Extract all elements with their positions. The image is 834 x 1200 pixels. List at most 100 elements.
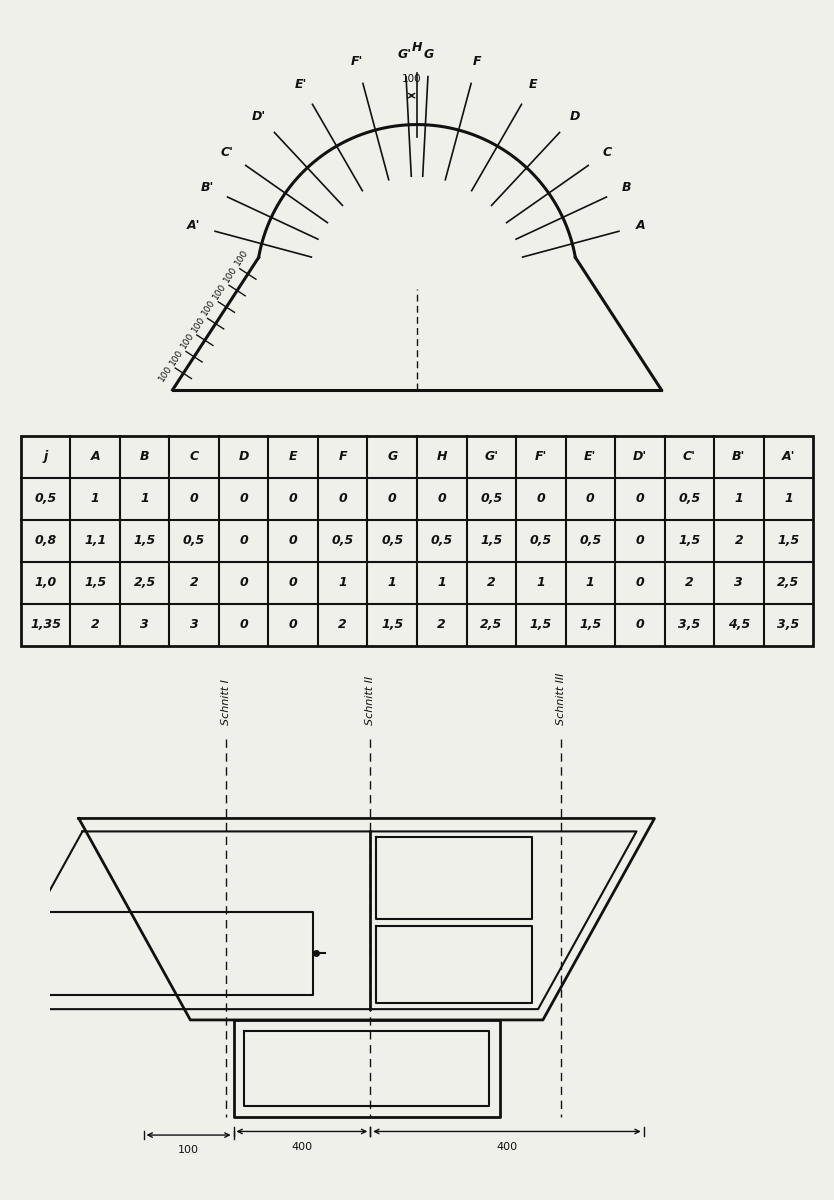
Text: 2: 2	[685, 576, 694, 589]
Text: 100: 100	[168, 348, 185, 367]
Text: 2: 2	[339, 618, 347, 631]
Text: 0,8: 0,8	[34, 534, 57, 547]
Text: F': F'	[535, 450, 547, 463]
Text: 100: 100	[402, 74, 421, 84]
Text: C': C'	[683, 450, 696, 463]
Text: 0: 0	[388, 492, 397, 505]
Text: 2: 2	[437, 618, 446, 631]
Text: 1,5: 1,5	[579, 618, 601, 631]
Text: 1,5: 1,5	[381, 618, 404, 631]
Text: F: F	[339, 450, 347, 463]
Text: F: F	[473, 55, 481, 68]
Text: 1,1: 1,1	[84, 534, 106, 547]
Text: 100: 100	[200, 298, 218, 317]
Text: 0: 0	[636, 618, 644, 631]
Text: 1,5: 1,5	[133, 534, 156, 547]
Text: 0,5: 0,5	[381, 534, 404, 547]
Text: 1,5: 1,5	[678, 534, 701, 547]
Text: 0: 0	[289, 492, 298, 505]
Text: 100: 100	[222, 265, 239, 284]
Text: 2: 2	[735, 534, 743, 547]
Text: 0: 0	[289, 534, 298, 547]
Text: 3,5: 3,5	[678, 618, 701, 631]
Text: 1,5: 1,5	[777, 534, 800, 547]
Text: 2,5: 2,5	[777, 576, 800, 589]
Text: B: B	[140, 450, 149, 463]
Text: B': B'	[732, 450, 746, 463]
Text: 400: 400	[496, 1141, 518, 1152]
Text: H: H	[412, 41, 422, 54]
Text: 0,5: 0,5	[430, 534, 453, 547]
Text: E': E'	[584, 450, 596, 463]
Text: 100: 100	[233, 248, 249, 268]
Text: 400: 400	[291, 1141, 313, 1152]
Text: 1,5: 1,5	[480, 534, 502, 547]
Text: j: j	[43, 450, 48, 463]
Text: 0: 0	[339, 492, 347, 505]
Text: 2: 2	[487, 576, 495, 589]
Text: A: A	[90, 450, 100, 463]
Text: 1: 1	[140, 492, 149, 505]
Text: 2,5: 2,5	[133, 576, 156, 589]
Text: 0: 0	[289, 618, 298, 631]
Text: 100: 100	[189, 314, 207, 334]
Text: 1: 1	[586, 576, 595, 589]
Text: 0,5: 0,5	[34, 492, 57, 505]
Text: 0: 0	[190, 492, 198, 505]
Text: 0: 0	[239, 618, 248, 631]
Text: 1: 1	[437, 576, 446, 589]
Text: D': D'	[633, 450, 647, 463]
Text: 0,5: 0,5	[332, 534, 354, 547]
Text: C: C	[602, 146, 611, 160]
Text: Schnitt I: Schnitt I	[221, 679, 231, 725]
Text: 2: 2	[190, 576, 198, 589]
Text: 1: 1	[339, 576, 347, 589]
Text: 1: 1	[388, 576, 397, 589]
Text: 1: 1	[784, 492, 793, 505]
Text: C: C	[189, 450, 198, 463]
Text: 0,5: 0,5	[678, 492, 701, 505]
Text: E: E	[529, 78, 537, 91]
Text: A': A'	[187, 218, 200, 232]
Text: A': A'	[781, 450, 795, 463]
Text: 0: 0	[636, 492, 644, 505]
Text: 1,35: 1,35	[30, 618, 61, 631]
Text: 0: 0	[289, 576, 298, 589]
Text: 1,5: 1,5	[84, 576, 106, 589]
Text: B': B'	[200, 181, 214, 194]
Text: C': C'	[221, 146, 234, 160]
Text: 1: 1	[536, 576, 545, 589]
Text: A: A	[636, 218, 646, 232]
Text: 3: 3	[190, 618, 198, 631]
Text: 3: 3	[140, 618, 149, 631]
Text: 2,5: 2,5	[480, 618, 502, 631]
Text: 0,5: 0,5	[183, 534, 205, 547]
Text: 100: 100	[178, 1145, 199, 1156]
Text: 0: 0	[636, 576, 644, 589]
Text: 0,5: 0,5	[480, 492, 502, 505]
Text: H: H	[436, 450, 447, 463]
Text: 0: 0	[586, 492, 595, 505]
Text: 3: 3	[735, 576, 743, 589]
Text: 2: 2	[91, 618, 99, 631]
Text: Schnitt III: Schnitt III	[556, 672, 566, 725]
Text: F': F'	[351, 55, 364, 68]
Text: 0: 0	[239, 492, 248, 505]
Text: 0: 0	[239, 534, 248, 547]
Text: E: E	[289, 450, 298, 463]
Text: 1,5: 1,5	[530, 618, 552, 631]
Text: 100: 100	[178, 331, 196, 350]
Text: G: G	[387, 450, 397, 463]
Text: G': G'	[485, 450, 499, 463]
Text: 0,5: 0,5	[579, 534, 601, 547]
Text: 100: 100	[158, 364, 174, 384]
Text: 0: 0	[239, 576, 248, 589]
Text: D': D'	[252, 109, 266, 122]
Text: 0: 0	[536, 492, 545, 505]
Text: 0,5: 0,5	[530, 534, 552, 547]
Text: 0: 0	[636, 534, 644, 547]
Text: D: D	[239, 450, 249, 463]
Text: D: D	[570, 109, 580, 122]
Text: 1: 1	[735, 492, 743, 505]
Text: 1,0: 1,0	[34, 576, 57, 589]
